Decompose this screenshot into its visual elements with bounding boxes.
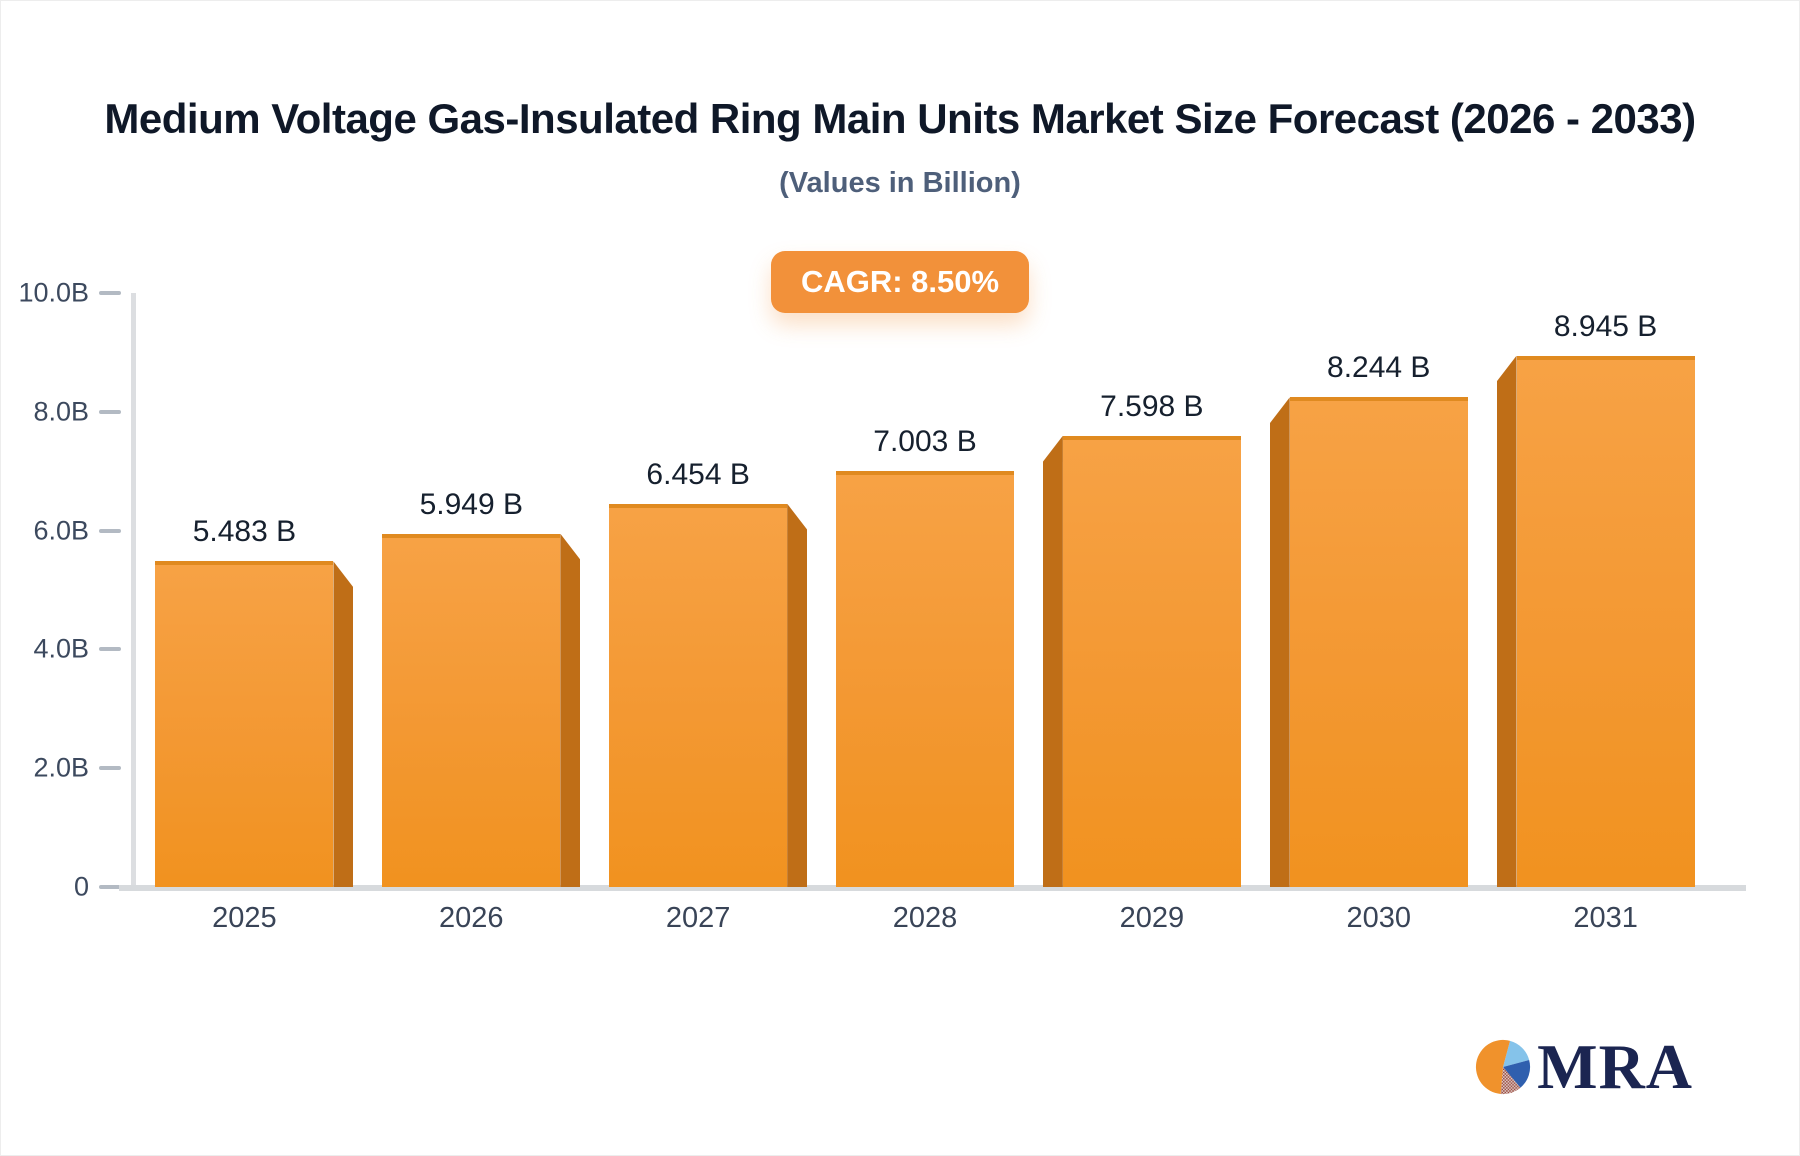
- y-axis-line: [131, 293, 136, 887]
- bar-slot: 5.949 B: [358, 293, 585, 887]
- y-tick-label: 10.0B: [18, 277, 89, 308]
- x-axis-label-2026: 2026: [439, 902, 504, 934]
- bar-2026: 5.949 B: [382, 488, 581, 887]
- y-tick-mark: [99, 291, 121, 295]
- bar-side-face: [560, 533, 581, 887]
- mra-logo: MRA: [1474, 1035, 1693, 1099]
- bar-side-face: [1269, 397, 1290, 887]
- bar-slot: 8.244 B: [1265, 293, 1492, 887]
- bar-side-face: [333, 561, 354, 887]
- bar-slot: 8.945 B: [1492, 293, 1719, 887]
- bar-front-face: [1289, 397, 1468, 887]
- y-tick-label: 0: [73, 871, 89, 902]
- x-axis-labels: 2025 2026 2027 2028 2029 2030 2031: [131, 902, 1719, 935]
- bar-front-face: [382, 533, 561, 887]
- chart-subtitle: (Values in Billion): [779, 167, 1021, 199]
- x-axis-label-2028: 2028: [892, 902, 958, 934]
- bar-2027: 6.454 B: [609, 458, 808, 887]
- x-axis-label-2025: 2025: [212, 902, 277, 934]
- y-tick-mark: [99, 766, 121, 771]
- y-tick-mark: [99, 528, 121, 533]
- bar-front-face: [155, 561, 334, 887]
- bar-front-face: [836, 471, 1014, 887]
- cagr-badge: CAGR: 8.50%: [770, 251, 1030, 313]
- x-axis-label-2030: 2030: [1346, 902, 1411, 934]
- bar-value-label: 8.244 B: [1327, 351, 1431, 385]
- y-tick-label: 6.0B: [33, 515, 89, 546]
- bar-slot: 7.598 B: [1038, 293, 1265, 887]
- x-axis-baseline: [119, 885, 1746, 891]
- y-tick-mark: [99, 885, 121, 889]
- pie-chart-logo-icon: [1476, 1039, 1531, 1095]
- chart-title: Medium Voltage Gas-Insulated Ring Main U…: [104, 95, 1696, 142]
- bar-front-face: [609, 503, 788, 887]
- bar-front-face: [1516, 355, 1695, 887]
- logo-text: MRA: [1537, 1031, 1693, 1102]
- bar-value-label: 6.454 B: [646, 457, 750, 491]
- bar-side-face: [787, 503, 808, 887]
- bar-side-face: [1042, 435, 1063, 887]
- y-tick-label: 4.0B: [33, 633, 89, 664]
- bar-value-label: 7.003 B: [873, 425, 977, 459]
- bar-2031: 8.945 B: [1496, 310, 1695, 887]
- x-axis-label-2031: 2031: [1573, 902, 1638, 934]
- bar-2025: 5.483 B: [155, 515, 354, 887]
- bars-row: 5.483 B 5.949 B 6.454 B 7.003 B 7.598 B 8.244…: [131, 293, 1719, 887]
- bar-value-label: 5.483 B: [192, 515, 297, 549]
- bar-value-label: 5.949 B: [419, 487, 523, 521]
- y-tick-label: 8.0B: [33, 396, 89, 427]
- x-axis-label-2027: 2027: [665, 902, 731, 934]
- bar-slot: 5.483 B: [131, 293, 358, 887]
- bar-front-face: [1062, 435, 1241, 887]
- y-tick-mark: [99, 647, 121, 652]
- bar-2028: 7.003 B: [836, 425, 1014, 887]
- bar-2029: 7.598 B: [1042, 390, 1241, 887]
- x-axis-label-2029: 2029: [1119, 902, 1185, 934]
- bar-value-label: 7.598 B: [1100, 389, 1204, 423]
- bar-side-face: [1496, 355, 1517, 887]
- cagr-badge-wrap: CAGR: 8.50%: [1, 251, 1799, 313]
- bar-2030: 8.244 B: [1269, 351, 1468, 887]
- bar-slot: 7.003 B: [812, 293, 1039, 887]
- bar-slot: 6.454 B: [585, 293, 812, 887]
- y-tick-label: 2.0B: [33, 752, 89, 783]
- bar-value-label: 8.945 B: [1553, 309, 1658, 343]
- y-tick-mark: [99, 409, 121, 414]
